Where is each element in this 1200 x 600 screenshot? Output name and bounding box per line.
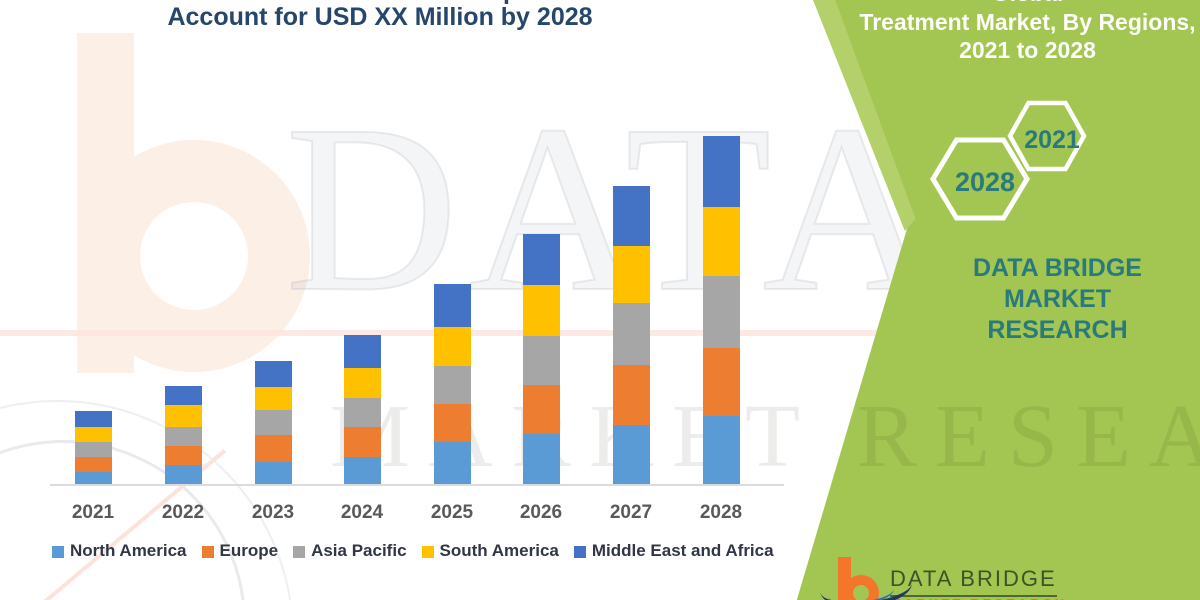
x-axis-label-2022: 2022 [161,502,205,523]
bar-segment-middle-east-and-africa [612,186,650,246]
chart-legend: North America Europe Asia Pacific South Ame… [52,541,792,561]
footer-logo-b-mark [843,575,879,600]
side-panel-heading-line2: 2021 to 2028 [959,37,1096,63]
brand-line1: DATA BRIDGE MARKET [973,254,1142,313]
bar-segment-asia-pacific [522,336,560,385]
bar-segment-north-america [433,442,471,485]
bar-segment-middle-east-and-africa [74,411,112,427]
bar-segment-middle-east-and-africa [254,361,292,387]
bar-2022 [164,386,202,485]
bar-segment-middle-east-and-africa [343,335,381,368]
x-axis-label-2028: 2028 [699,502,743,523]
bar-segment-north-america [74,472,112,485]
bar-segment-north-america [164,465,202,485]
legend-item-middle-east-and-africa: Middle East and Africa [573,541,774,561]
bar-segment-south-america [343,368,381,398]
bar-segment-middle-east-and-africa [433,284,471,327]
bar-2027 [612,186,650,485]
hexagon-badges [930,100,1087,221]
legend-item-europe: Europe [201,541,279,561]
market-research-watermark-text: MARKET RESEARCH [330,387,1200,486]
legend-item-asia-pacific: Asia Pacific [293,541,407,561]
bar-2025 [433,284,471,485]
bar-segment-middle-east-and-africa [164,386,202,405]
bar-segment-north-america [522,434,560,485]
bar-segment-europe [74,457,112,472]
bar-segment-south-america [522,285,560,336]
bar-segment-europe [164,446,202,465]
bar-segment-europe [343,427,381,457]
bar-segment-europe [254,435,292,462]
bar-segment-south-america [702,207,740,276]
legend-swatch [201,546,214,558]
bar-2023 [254,361,292,485]
legend-swatch [52,546,64,558]
bar-segment-europe [433,404,471,442]
bar-segment-asia-pacific [74,442,112,457]
hexagon-2028-outline [930,137,1030,221]
bar-segment-south-america [164,405,202,427]
hexagon-2021-outline [1007,100,1087,172]
footer-logo-brand-text: DATA BRIDGE [890,566,1057,597]
bar-segment-middle-east-and-africa [702,136,740,207]
chart-title-line1-clipped: Global Treatment Market is Expected to [40,0,720,5]
legend-label: South America [439,541,559,560]
x-axis-label-2024: 2024 [340,502,384,523]
side-panel-heading-clipped: Global [855,0,1200,5]
x-axis-label-2021: 2021 [71,502,115,523]
logo-b-watermark [78,140,310,372]
bar-segment-middle-east-and-africa [522,234,560,285]
footer-logo-subbrand-clipped: MARKET RESEARCH [890,596,1067,600]
bar-segment-asia-pacific [612,303,650,365]
bar-segment-asia-pacific [343,398,381,427]
legend-label: North America [70,541,187,560]
legend-label: Europe [219,541,279,560]
x-axis-line [50,484,784,486]
bar-segment-asia-pacific [164,427,202,446]
bar-segment-south-america [74,427,112,442]
legend-swatch [293,546,306,558]
bar-segment-south-america [612,246,650,303]
bar-segment-asia-pacific [433,366,471,404]
bar-segment-north-america [702,416,740,485]
x-axis-label-2027: 2027 [609,502,653,523]
x-axis-label-2023: 2023 [251,502,295,523]
bar-segment-south-america [433,327,471,366]
bar-segment-south-america [254,387,292,410]
legend-swatch [421,546,434,558]
x-axis-label-2025: 2025 [430,502,474,523]
legend-label: Middle East and Africa [591,541,774,560]
legend-item-south-america: South America [421,541,559,561]
hexagon-2028-label: 2028 [954,167,1016,197]
bar-segment-asia-pacific [702,276,740,348]
bar-segment-europe [522,385,560,434]
legend-label: Asia Pacific [311,541,407,560]
bar-segment-north-america [612,425,650,485]
hexagon-2021-label: 2021 [1024,126,1080,154]
bar-2028 [702,136,740,485]
bar-2024 [343,335,381,485]
chart-title: Account for USD XX Million by 2028 [167,3,593,31]
brand-line2: RESEARCH [987,316,1128,344]
bar-segment-europe [612,365,650,425]
bar-segment-europe [702,348,740,416]
legend-item-north-america: North America [52,541,187,561]
legend-swatch [573,546,586,558]
bar-2026 [522,234,560,485]
x-axis-label-2026: 2026 [519,502,563,523]
data-bridge-market-research-text: DATA BRIDGE MARKET RESEARCH [925,253,1190,346]
side-panel-heading-line1: Treatment Market, By Regions, [859,9,1196,35]
bar-segment-asia-pacific [254,410,292,435]
bar-segment-north-america [254,462,292,485]
bar-2021 [74,411,112,485]
bar-segment-north-america [343,457,381,485]
